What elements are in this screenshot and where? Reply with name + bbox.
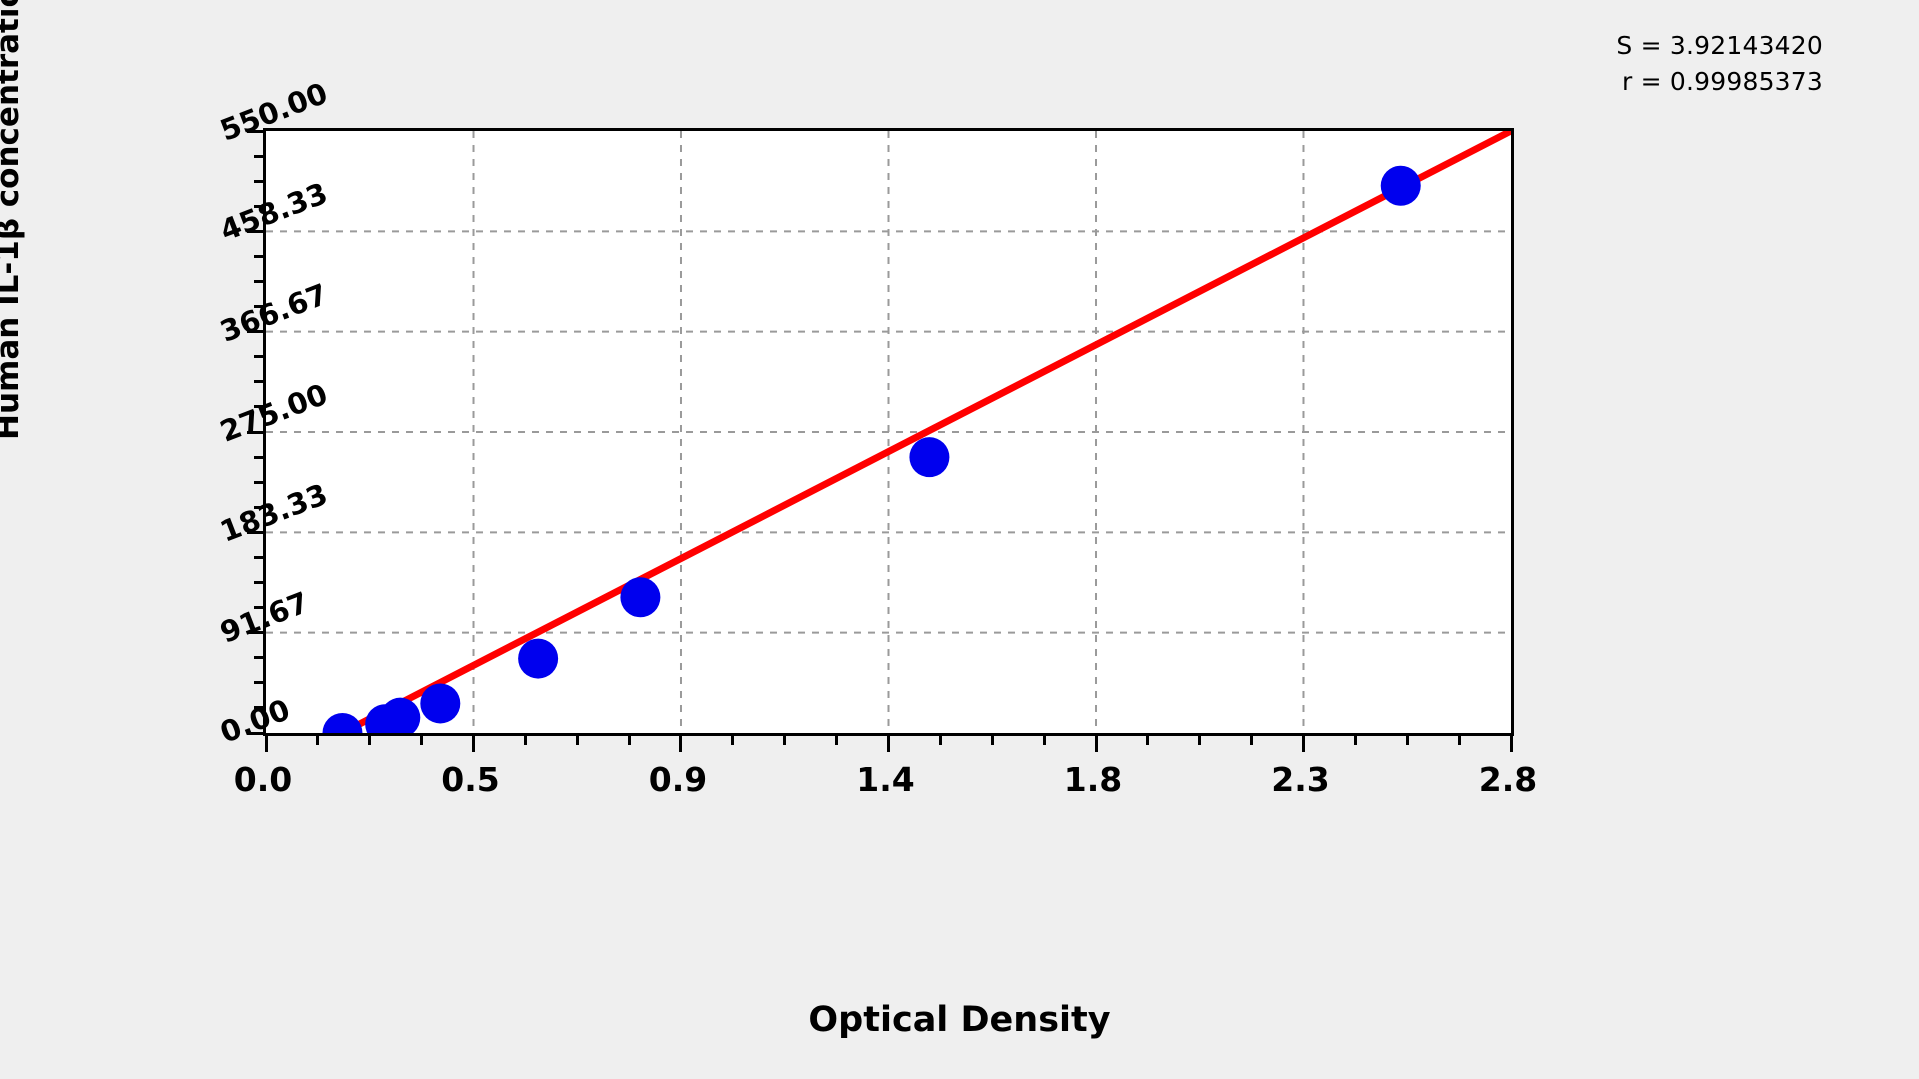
x-tick-minor-0-2 (368, 733, 372, 745)
y-tick-minor-1-2 (254, 580, 266, 584)
y-axis-title: Human IL-1β concentration (pg/ml) (0, 0, 26, 440)
y-tick-minor-4-1 (254, 305, 266, 309)
x-tick-minor-1-1 (523, 733, 527, 745)
y-tick-label-4: 366.67 (215, 277, 332, 349)
x-tick-label-2: 0.9 (648, 760, 708, 799)
y-tick-major-1 (247, 631, 266, 635)
x-tick-minor-0-1 (316, 733, 320, 745)
statistics-annotation: S = 3.92143420 r = 0.99985373 (1616, 28, 1823, 99)
x-tick-minor-4-2 (1198, 733, 1202, 745)
y-tick-label-0: 0.00 (215, 692, 295, 750)
x-tick-major-2 (679, 733, 683, 752)
y-tick-minor-5-3 (254, 154, 266, 158)
x-axis-title: Optical Density (808, 1000, 1111, 1040)
x-tick-label-3: 1.4 (856, 760, 915, 799)
y-tick-minor-0-1 (254, 706, 266, 710)
data-point-0-6 (909, 437, 950, 478)
x-tick-minor-0-3 (420, 733, 424, 745)
x-tick-major-3 (887, 733, 890, 752)
x-tick-major-0 (264, 733, 268, 752)
x-tick-minor-2-2 (783, 733, 787, 745)
y-tick-minor-4-2 (254, 279, 266, 283)
data-point-0-4 (518, 638, 559, 679)
x-tick-label-1: 0.5 (441, 760, 500, 799)
r-value-label: r = 0.99985373 (1621, 66, 1823, 96)
x-tick-label-0: 0.0 (233, 760, 293, 799)
y-tick-major-5 (247, 229, 266, 233)
y-tick-minor-5-1 (254, 204, 266, 208)
data-point-0-7 (1380, 165, 1421, 206)
y-tick-minor-0-3 (254, 656, 266, 660)
data-point-0-5 (620, 577, 661, 618)
x-tick-minor-4-1 (1146, 733, 1150, 745)
x-tick-major-5 (1301, 733, 1305, 752)
y-tick-minor-2-2 (254, 480, 266, 484)
y-tick-label-3: 275.00 (215, 377, 332, 449)
y-tick-minor-0-2 (254, 681, 266, 685)
x-tick-minor-1-2 (575, 733, 579, 745)
data-series-layer (322, 131, 1511, 733)
x-tick-label-4: 1.8 (1063, 760, 1123, 799)
x-tick-minor-5-3 (1457, 733, 1461, 745)
y-tick-major-3 (247, 430, 266, 434)
y-tick-major-6 (247, 129, 266, 133)
x-tick-major-1 (472, 733, 475, 752)
y-tick-major-4 (247, 330, 266, 334)
x-tick-minor-4-3 (1250, 733, 1254, 745)
y-tick-minor-2-1 (254, 505, 266, 509)
y-tick-minor-1-3 (254, 555, 266, 559)
x-tick-minor-1-3 (627, 733, 631, 745)
x-tick-minor-3-2 (990, 733, 994, 745)
y-tick-label-2: 183.33 (215, 477, 332, 549)
x-tick-major-6 (1509, 733, 1513, 752)
data-point-0-2 (380, 697, 421, 733)
y-tick-minor-2-3 (254, 455, 266, 459)
y-tick-minor-3-1 (254, 405, 266, 409)
gridlines (266, 131, 1511, 733)
y-tick-label-1: 91.67 (215, 585, 313, 650)
data-point-0-0 (322, 713, 363, 733)
y-tick-label-6: 550.00 (215, 75, 333, 148)
x-tick-minor-2-1 (731, 733, 735, 745)
s-value-label: S = 3.92143420 (1616, 31, 1823, 60)
y-tick-minor-3-2 (254, 380, 266, 384)
y-tick-minor-4-3 (254, 254, 266, 258)
x-tick-minor-3-1 (938, 733, 942, 745)
y-tick-minor-1-1 (254, 606, 266, 610)
x-tick-minor-3-3 (1042, 733, 1046, 745)
y-tick-major-2 (247, 530, 266, 534)
x-tick-minor-5-2 (1405, 733, 1409, 745)
y-tick-major-0 (247, 731, 266, 735)
x-tick-label-6: 2.8 (1478, 760, 1538, 799)
x-tick-minor-5-1 (1353, 733, 1357, 745)
y-tick-label-5: 458.33 (215, 176, 332, 248)
y-tick-minor-5-2 (254, 179, 266, 183)
x-tick-major-4 (1094, 733, 1098, 752)
data-point-0-1 (365, 704, 406, 733)
y-tick-minor-3-3 (254, 355, 266, 359)
plot-area (247, 128, 1514, 752)
data-point-0-3 (420, 683, 461, 724)
x-tick-minor-2-3 (835, 733, 839, 745)
x-tick-label-5: 2.3 (1271, 760, 1330, 799)
